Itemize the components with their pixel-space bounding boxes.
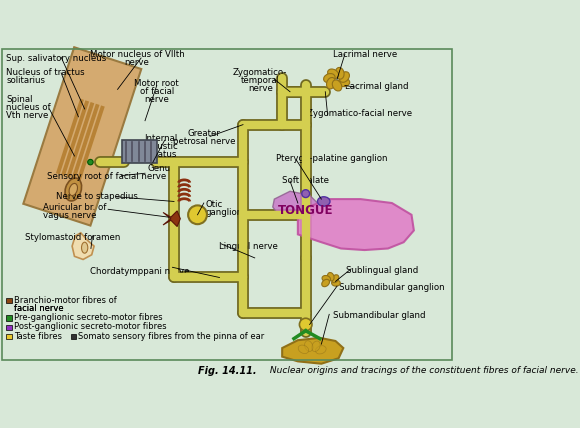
Ellipse shape (65, 178, 82, 201)
Text: Zygomatico-facial nerve: Zygomatico-facial nerve (307, 109, 412, 118)
Ellipse shape (82, 242, 88, 253)
Text: Submandibular ganglion: Submandibular ganglion (339, 283, 444, 292)
Text: facial nerve: facial nerve (14, 303, 64, 312)
Polygon shape (61, 100, 89, 176)
Polygon shape (66, 102, 95, 178)
Bar (71, 334, 76, 339)
Text: petrosal nerve: petrosal nerve (172, 137, 235, 146)
Ellipse shape (332, 280, 340, 286)
Text: Lingual nerve: Lingual nerve (219, 242, 278, 251)
Text: Fig. 14.11.: Fig. 14.11. (198, 366, 256, 376)
Circle shape (88, 159, 93, 165)
Text: Taste fibres: Taste fibres (14, 332, 62, 341)
Text: vagus nerve: vagus nerve (43, 211, 97, 220)
Text: Pterygo-palatine ganglion: Pterygo-palatine ganglion (276, 155, 387, 163)
Ellipse shape (338, 78, 350, 86)
Text: Nuclear origins and tracings of the constituent fibres of facial nerve.: Nuclear origins and tracings of the cons… (266, 366, 578, 375)
Polygon shape (71, 104, 100, 179)
Text: Sublingual gland: Sublingual gland (346, 266, 419, 275)
Polygon shape (273, 191, 317, 219)
Text: Spinal: Spinal (6, 95, 33, 104)
Text: nerve: nerve (144, 95, 169, 104)
Ellipse shape (332, 80, 342, 91)
Ellipse shape (316, 346, 326, 354)
Text: of facial: of facial (140, 87, 174, 96)
Text: Submandibular gland: Submandibular gland (333, 311, 426, 320)
Ellipse shape (332, 275, 339, 282)
Text: Nucleus of tractus: Nucleus of tractus (6, 68, 85, 77)
Ellipse shape (328, 273, 334, 281)
Polygon shape (72, 233, 94, 259)
Text: Chordatymppani nerve: Chordatymppani nerve (90, 268, 189, 276)
Text: Otic: Otic (205, 200, 223, 209)
Text: Lacrimal nerve: Lacrimal nerve (333, 50, 397, 59)
Ellipse shape (322, 276, 331, 282)
Text: Genu: Genu (148, 164, 171, 173)
Text: solitarius: solitarius (6, 76, 45, 85)
Ellipse shape (328, 69, 339, 78)
Bar (6, 334, 12, 339)
Text: TONGUE: TONGUE (278, 204, 334, 217)
Bar (6, 298, 12, 303)
Text: Sup. salivatory nucleus: Sup. salivatory nucleus (6, 54, 107, 63)
Text: facial nerve: facial nerve (14, 303, 64, 312)
Text: Internal: Internal (144, 134, 177, 143)
Text: nerve: nerve (248, 84, 273, 93)
Polygon shape (163, 211, 180, 226)
Circle shape (188, 205, 207, 224)
Text: temporal: temporal (241, 76, 280, 85)
Text: Pre-ganglionic secreto-motor fibres: Pre-ganglionic secreto-motor fibres (14, 313, 163, 322)
Text: Sensory root of facial nerve: Sensory root of facial nerve (47, 172, 166, 181)
Text: ganglion: ganglion (205, 208, 242, 217)
Text: nerve: nerve (125, 58, 150, 67)
Bar (6, 324, 12, 330)
Text: Zygomatico-: Zygomatico- (233, 68, 288, 77)
Text: meatus: meatus (144, 150, 177, 159)
Polygon shape (56, 98, 84, 174)
Ellipse shape (298, 345, 309, 354)
Ellipse shape (324, 74, 335, 83)
Ellipse shape (322, 279, 329, 287)
Text: Vth nerve: Vth nerve (6, 110, 49, 119)
Polygon shape (298, 199, 414, 250)
Ellipse shape (327, 77, 336, 89)
Ellipse shape (304, 341, 313, 351)
Bar (6, 306, 12, 311)
Text: Greater: Greater (187, 129, 220, 138)
Ellipse shape (311, 341, 320, 351)
Text: nucleus of: nucleus of (6, 103, 51, 112)
Text: Stylomastoid foramen: Stylomastoid foramen (25, 233, 121, 242)
Text: Soft palate: Soft palate (282, 175, 329, 184)
Text: Somato sensory fibres from the pinna of ear: Somato sensory fibres from the pinna of … (78, 332, 264, 341)
Polygon shape (77, 105, 105, 181)
Ellipse shape (335, 68, 344, 79)
Ellipse shape (69, 184, 78, 196)
Circle shape (299, 318, 312, 331)
Ellipse shape (317, 197, 330, 206)
Polygon shape (23, 47, 142, 226)
Text: Motor nucleus of VIIth: Motor nucleus of VIIth (90, 50, 184, 59)
Text: acoustic: acoustic (143, 142, 179, 151)
Text: Lacrimal gland: Lacrimal gland (345, 81, 408, 91)
Text: Motor root: Motor root (135, 79, 179, 88)
Text: Auricular br. of: Auricular br. of (43, 203, 107, 212)
Text: Nerve to stapedius: Nerve to stapedius (56, 192, 138, 201)
Text: Post-ganglionic secreto-motor fibres: Post-ganglionic secreto-motor fibres (14, 322, 166, 331)
FancyBboxPatch shape (122, 140, 157, 163)
Polygon shape (282, 338, 343, 364)
Bar (6, 315, 12, 321)
Circle shape (302, 190, 310, 198)
Text: Branchio-motor fibres of: Branchio-motor fibres of (14, 296, 117, 305)
Ellipse shape (339, 72, 349, 82)
